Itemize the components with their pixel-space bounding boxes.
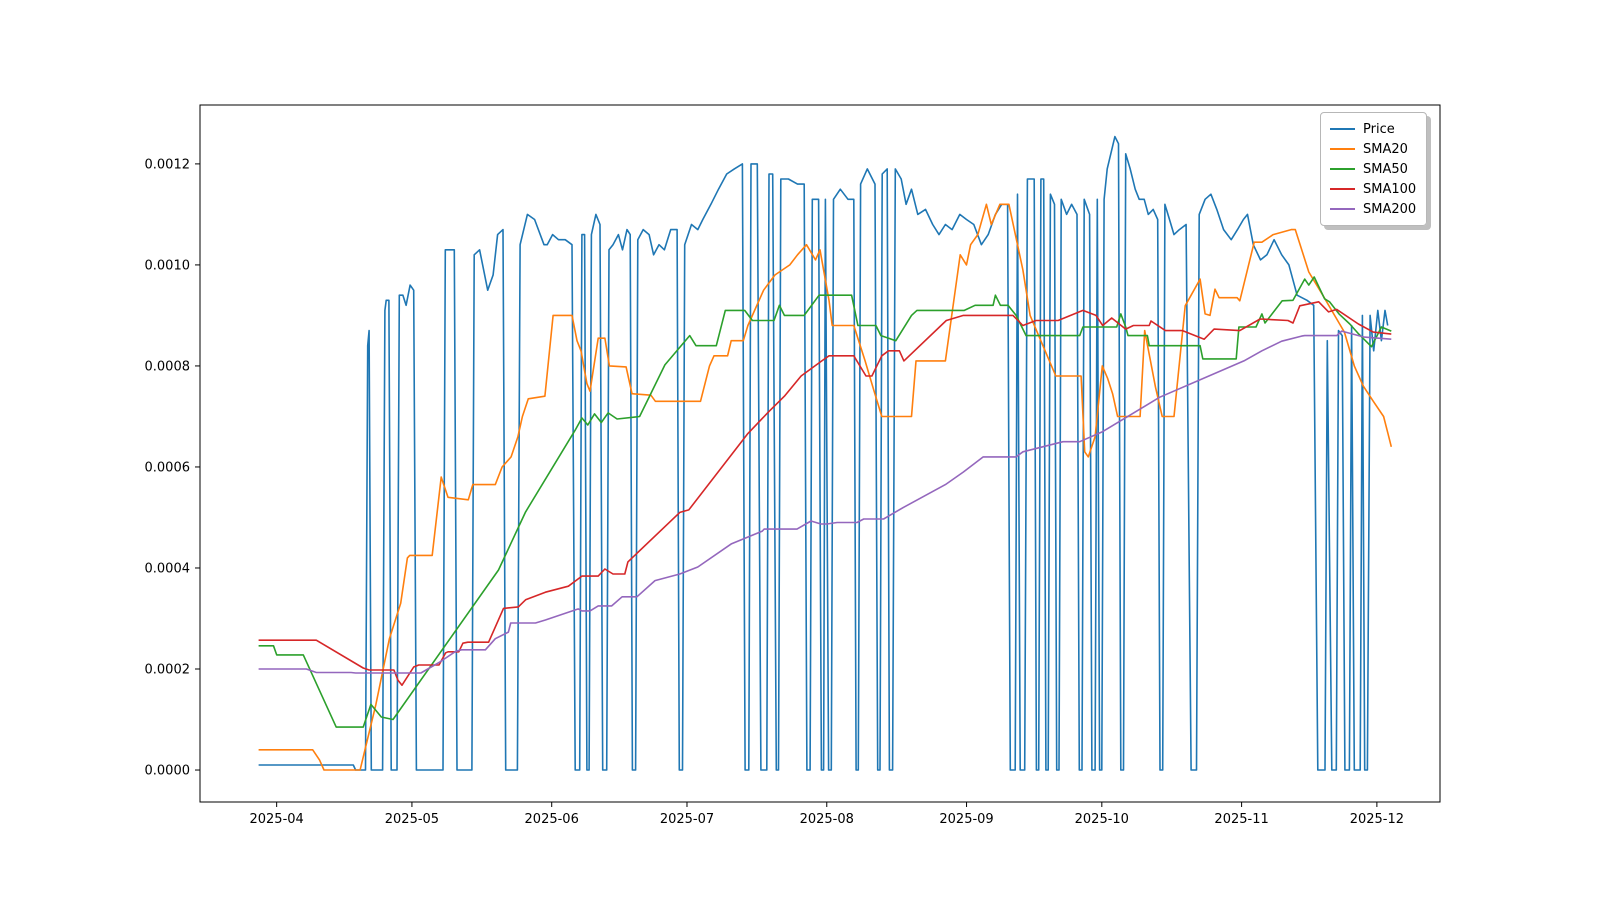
- x-tick-label: 2025-04: [249, 812, 303, 827]
- x-tick-label: 2025-06: [525, 812, 579, 827]
- series-line-sma200: [258, 330, 1392, 674]
- legend-entry-price: Price: [1330, 119, 1416, 139]
- legend-label: SMA100: [1363, 181, 1417, 197]
- y-tick-label: 0.0008: [145, 359, 191, 374]
- legend-line-swatch: [1330, 168, 1355, 170]
- x-tick-label: 2025-08: [800, 812, 854, 827]
- y-tick-label: 0.0000: [145, 764, 191, 779]
- legend-entry-sma200: SMA200: [1330, 199, 1416, 219]
- x-tick-label: 2025-09: [939, 812, 993, 827]
- legend: Price SMA20 SMA50 SMA100 SMA200: [1320, 112, 1428, 226]
- legend-line-swatch: [1330, 148, 1355, 150]
- legend-label: SMA20: [1363, 141, 1408, 157]
- legend-label: Price: [1363, 121, 1395, 137]
- legend-entry-sma20: SMA20: [1330, 139, 1416, 159]
- y-tick-label: 0.0010: [145, 258, 191, 273]
- legend-entry-sma100: SMA100: [1330, 179, 1416, 199]
- x-tick-label: 2025-12: [1350, 812, 1404, 827]
- line-series-group: [258, 135, 1393, 771]
- y-tick-label: 0.0004: [145, 561, 191, 576]
- x-tick-label: 2025-05: [385, 812, 439, 827]
- axes-frame: [199, 104, 1441, 803]
- series-line-sma50: [258, 276, 1392, 728]
- legend-label: SMA200: [1363, 201, 1417, 217]
- series-line-sma20: [258, 203, 1393, 771]
- x-tick-label: 2025-10: [1075, 812, 1129, 827]
- x-tick-label: 2025-07: [660, 812, 714, 827]
- series-line-price: [258, 135, 1389, 771]
- legend-line-swatch: [1330, 208, 1355, 210]
- legend-line-swatch: [1330, 188, 1355, 190]
- y-tick-label: 0.0006: [145, 460, 191, 475]
- x-tick-label: 2025-11: [1214, 812, 1268, 827]
- legend-label: SMA50: [1363, 161, 1408, 177]
- y-tick-label: 0.0012: [145, 157, 191, 172]
- y-tick-label: 0.0002: [145, 663, 191, 678]
- legend-entry-sma50: SMA50: [1330, 159, 1416, 179]
- legend-line-swatch: [1330, 128, 1355, 130]
- axes: 2025-04 2025-05 2025-06 2025-07 2025-08 2025-…: [145, 157, 1405, 827]
